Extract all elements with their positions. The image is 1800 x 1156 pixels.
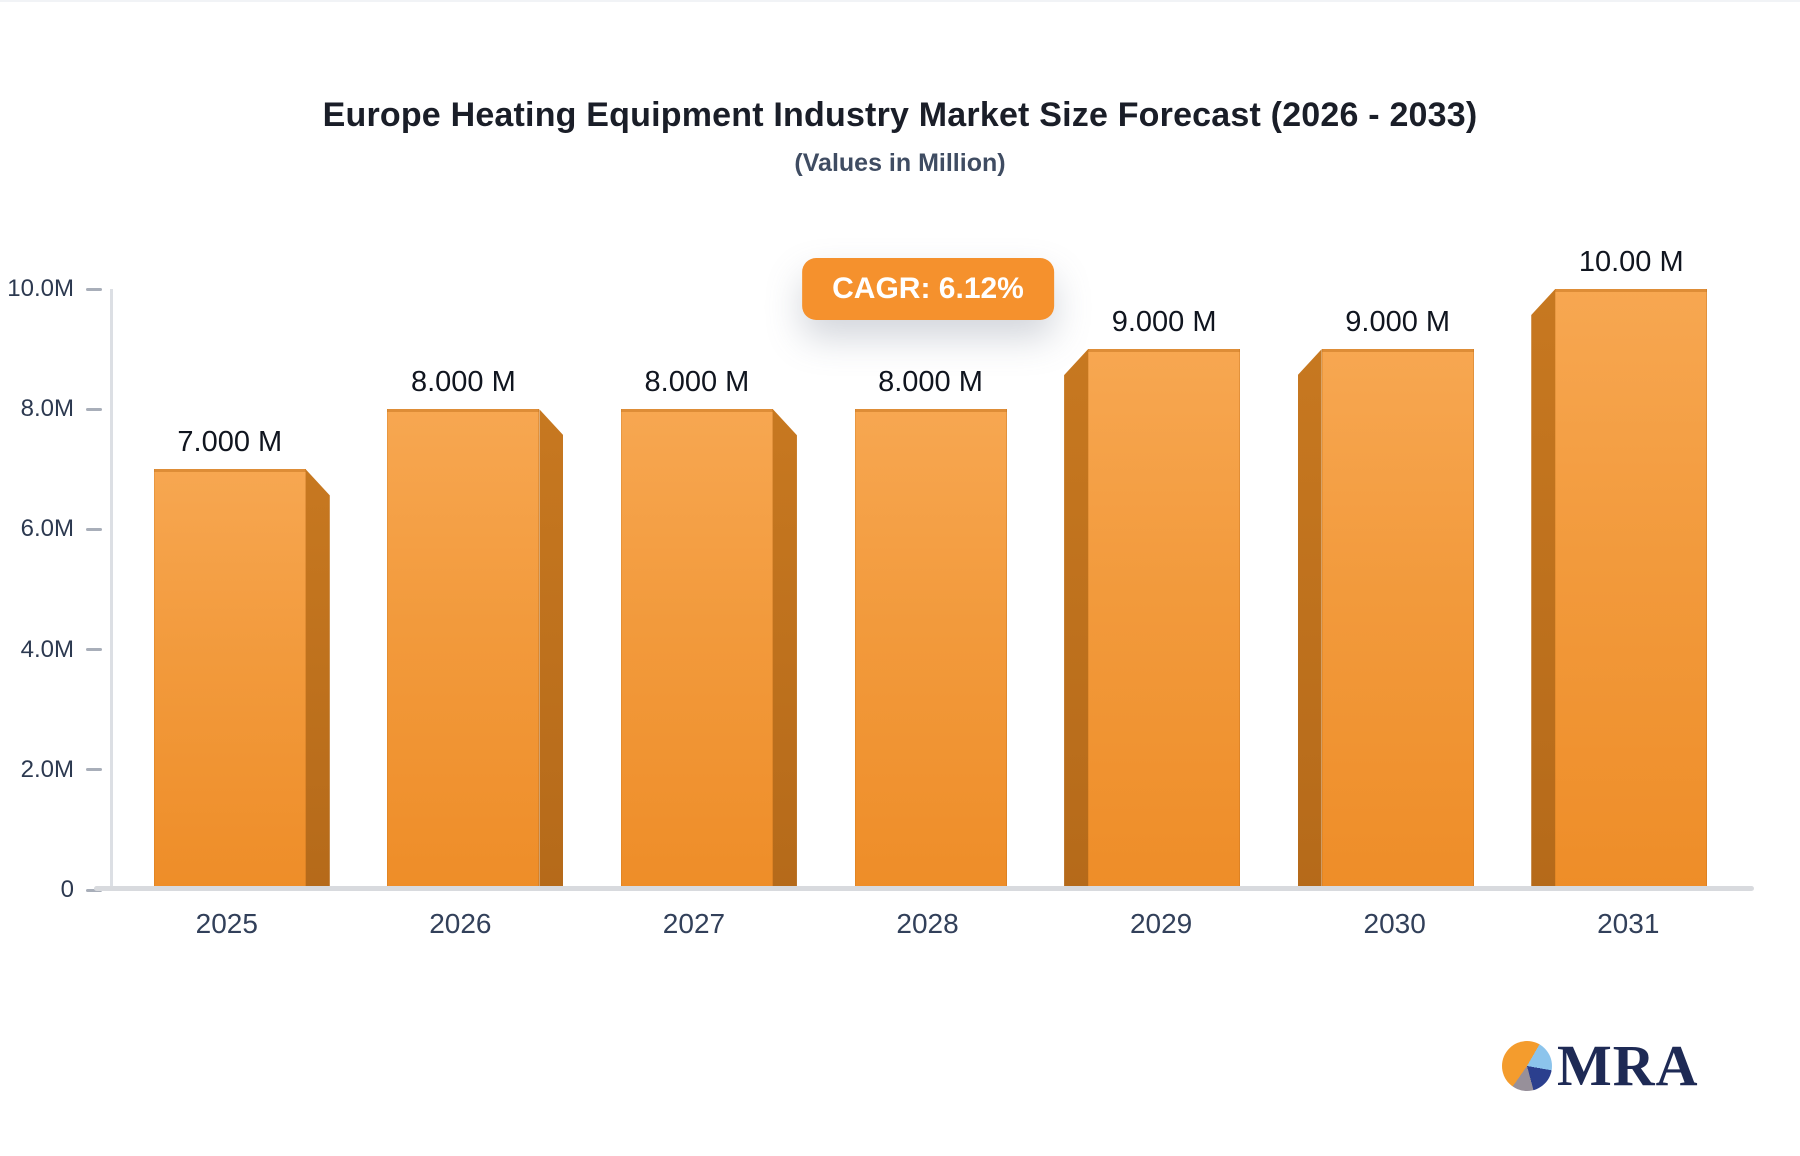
bar-slot: 8.000 M [580,289,814,890]
y-tick: 6.0M [21,515,102,543]
y-tick: 8.0M [21,395,102,423]
bar-value-label: 7.000 M [177,426,283,459]
logo-text: MRA [1557,1033,1699,1098]
y-tick: 4.0M [21,636,102,664]
x-axis-label-2028: 2028 [896,908,959,939]
y-tick: 10.0M [7,275,102,303]
bar-group-2026: 8.000 M [387,289,564,890]
bar-2030: 9.000 M [1297,306,1474,890]
bar-2025: 7.000 M [153,426,330,890]
bar-3d-side [305,469,330,890]
bar-value-label: 8.000 M [878,366,983,399]
bar-3d-side [1531,289,1556,890]
y-axis-ticks: 10.0M 8.0M 6.0M 4.0M 2.0M 0 [0,275,102,903]
bar-slot: 10.00 M [1514,246,1748,890]
y-tick-label: 8.0M [20,395,74,423]
x-axis-label-2029: 2029 [1129,908,1193,939]
bar-2031: 10.00 M [1531,246,1708,890]
x-axis-line [94,886,1754,891]
bar-2028: 8.000 M [854,366,1007,890]
y-tick-label: 6.0M [20,515,74,543]
mra-logo: MRA [1502,1033,1699,1098]
y-tick-mark [86,648,102,652]
y-tick-mark [86,407,102,411]
bar-2027: 8.000 M [620,366,797,890]
y-tick: 2.0M [21,756,102,784]
bar-3d-side [1064,349,1089,890]
bar-3d-side [539,409,564,890]
bar-slot: 8.000 M [347,289,581,890]
bar-value-label: 9.000 M [1345,306,1451,339]
bar-value-label: 9.000 M [1111,306,1217,339]
bar-value-label: 8.000 M [644,366,750,399]
y-tick-mark [86,287,102,291]
cagr-badge: CAGR: 6.12% [802,258,1054,320]
bars-row: 7.000 M 8.000 M 8.000 M 8.000 M 9.000 M 9.000… [113,246,1748,890]
x-axis-label-2030: 2030 [1363,908,1426,939]
y-tick-label: 4.0M [20,635,74,663]
bar-group-2031: 10.00 M [1531,246,1708,890]
bar-slot: 9.000 M [1281,289,1515,890]
bar-3d-side [772,409,797,890]
bar-group-2027: 8.000 M [620,289,797,890]
x-axis-label-2026: 2026 [429,908,492,939]
x-axis-label-2027: 2027 [662,908,726,939]
x-axis-labels: 2025 2026 2027 2028 2029 2030 2031 [110,908,1745,940]
bar-2026: 8.000 M [387,366,564,890]
chart-title: Europe Heating Equipment Industry Market… [322,96,1478,134]
plot-area: 7.000 M 8.000 M 8.000 M 8.000 M 9.000 M 9.000… [110,246,1748,890]
x-axis-label-2031: 2031 [1597,908,1660,939]
x-axis-label-2025: 2025 [195,908,258,939]
bar-value-label: 10.00 M [1578,246,1684,278]
y-tick-label: 10.0M [7,275,74,302]
y-tick-label: 0 [60,876,74,903]
bar-group-2025: 7.000 M [153,289,330,890]
bar-3d-side [1297,349,1322,890]
bar-slot: 8.000 M [814,289,1048,890]
bar-value-label: 8.000 M [410,366,516,399]
bar-slot: 9.000 M [1047,289,1281,890]
bar-slot: 7.000 M [113,289,347,890]
y-tick-label: 2.0M [20,755,74,783]
y-tick-mark [86,527,102,531]
bar-2029: 9.000 M [1064,306,1241,890]
bar-group-2029: 9.000 M [1064,289,1241,890]
chart-subtitle: (Values in Million) [794,149,1006,177]
pie-chart-logo-icon [1502,1041,1552,1091]
y-tick-mark [86,768,102,772]
bar-group-2030: 9.000 M [1297,289,1474,890]
bar-group-2028: 8.000 M [854,289,1007,890]
